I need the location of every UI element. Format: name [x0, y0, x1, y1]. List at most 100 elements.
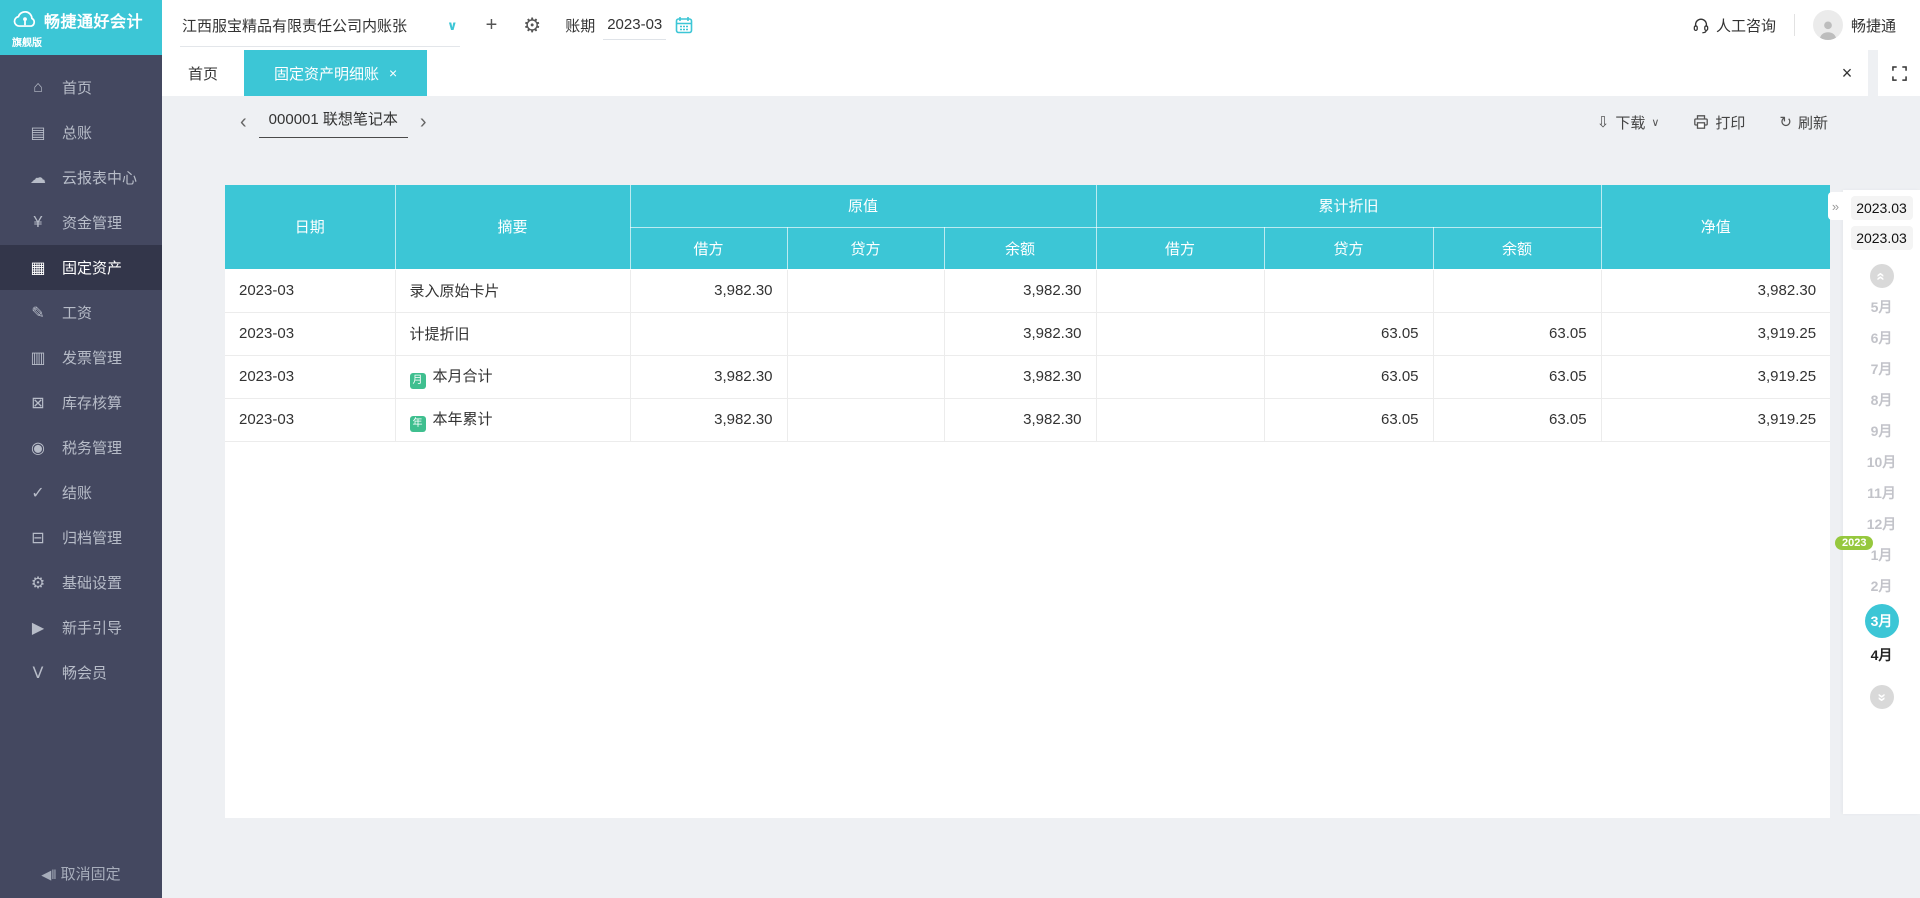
app-title: 畅捷通好会计: [44, 14, 144, 31]
period-pill: 2023.03: [1850, 196, 1913, 220]
cloud-report-icon: ☁: [30, 169, 46, 187]
cell-net: 3,982.30: [1600, 269, 1831, 313]
month-total-badge-icon: 月: [409, 372, 426, 389]
summary-text: 本年累计: [432, 410, 493, 428]
sidebar-item-general-ledger[interactable]: ▤ 总账: [0, 110, 162, 155]
person-icon: [1819, 21, 1837, 40]
next-record-icon[interactable]: ›: [419, 110, 427, 133]
sidebar-item-label: 库存核算: [62, 395, 123, 412]
fullscreen-icon: [1891, 65, 1907, 81]
scroll-down-button[interactable]: «: [1869, 685, 1894, 709]
download-icon: ⇩: [1596, 114, 1610, 131]
sidebar-item-member[interactable]: Ⅴ 畅会员: [0, 650, 162, 695]
tab-close-icon[interactable]: ×: [389, 65, 398, 81]
live-support-button[interactable]: 人工咨询: [1692, 15, 1776, 36]
download-label: 下载: [1615, 114, 1646, 132]
cell-ad-debit: [1095, 398, 1265, 442]
refresh-label: 刷新: [1797, 114, 1828, 132]
sidebar-item-closing[interactable]: ✓ 结账: [0, 470, 162, 515]
app-edition: 旗舰版: [12, 38, 42, 49]
month-item-3-selected[interactable]: 3月: [1864, 604, 1899, 638]
play-video-icon: ▶: [31, 619, 45, 637]
sidebar-item-label: 云报表中心: [62, 170, 138, 187]
sidebar-item-tax[interactable]: ◉ 税务管理: [0, 425, 162, 470]
sidebar-item-inventory[interactable]: ⊠ 库存核算: [0, 380, 162, 425]
salary-icon: ✎: [31, 304, 45, 322]
sidebar-item-home[interactable]: ⌂ 首页: [0, 65, 162, 110]
cell-summary: 计提折旧: [394, 312, 631, 356]
unpin-sidebar-button[interactable]: ◀‖ 取消固定: [0, 863, 162, 884]
summary-text: 本月合计: [432, 367, 493, 385]
col-group-original-value: 原值: [629, 185, 1097, 228]
cell-ad-debit: [1095, 312, 1265, 356]
user-name[interactable]: 畅捷通: [1850, 17, 1896, 35]
sidebar-item-guide[interactable]: ▶ 新手引导: [0, 605, 162, 650]
tab-label: 首页: [188, 65, 219, 83]
month-item-7[interactable]: 7月: [1870, 361, 1893, 377]
month-item-10[interactable]: 10月: [1866, 454, 1897, 470]
sidebar-item-salary[interactable]: ✎ 工资: [0, 290, 162, 335]
download-button[interactable]: ⇩ 下载 ∨: [1597, 112, 1660, 133]
refresh-icon: ↻: [1779, 114, 1792, 131]
sidebar-item-settings[interactable]: ⚙ 基础设置: [0, 560, 162, 605]
support-label: 人工咨询: [1715, 17, 1776, 35]
cell-ov-debit: [629, 312, 788, 356]
col-header-ad-debit: 借方: [1095, 227, 1265, 270]
summary-text: 录入原始卡片: [409, 283, 500, 300]
col-header-ov-balance: 余额: [943, 227, 1097, 270]
building-icon: ▦: [30, 259, 46, 277]
month-list: 5月 6月 7月 8月 9月 10月 11月 12月 2023 1月 2月 3月…: [1835, 292, 1920, 671]
tab-fixed-asset-ledger[interactable]: 固定资产明细账 ×: [244, 50, 428, 96]
home-icon: ⌂: [33, 78, 43, 96]
sidebar-item-archive[interactable]: ⊟ 归档管理: [0, 515, 162, 560]
fullscreen-button[interactable]: [1878, 50, 1920, 96]
print-button[interactable]: 打印: [1693, 112, 1745, 133]
scroll-up-button[interactable]: «: [1869, 264, 1894, 288]
cell-ov-balance: 3,982.30: [943, 398, 1097, 442]
tab-label: 固定资产明细账: [274, 65, 380, 83]
cloud-logo-icon: [13, 10, 36, 27]
month-item-9[interactable]: 9月: [1870, 423, 1893, 439]
sidebar-item-invoices[interactable]: ▥ 发票管理: [0, 335, 162, 380]
tab-home[interactable]: 首页: [162, 50, 244, 96]
company-name: 江西服宝精品有限责任公司内账张: [182, 18, 408, 35]
cell-ad-credit: 63.05: [1263, 398, 1434, 442]
prev-record-icon[interactable]: ‹: [240, 110, 247, 133]
gear-icon[interactable]: ⚙: [523, 14, 542, 37]
month-item-5[interactable]: 5月: [1870, 299, 1893, 315]
company-selector[interactable]: 江西服宝精品有限责任公司内账张 ∨: [180, 11, 460, 47]
cell-ad-debit: [1095, 269, 1265, 313]
period-value[interactable]: 2023-03: [603, 14, 667, 40]
cell-net: 3,919.25: [1600, 312, 1831, 356]
chevron-down-icon: ∨: [447, 17, 458, 33]
headset-icon: [1693, 18, 1709, 34]
sidebar-item-cloud-reports[interactable]: ☁ 云报表中心: [0, 155, 162, 200]
month-item-1[interactable]: 1月: [1870, 547, 1893, 563]
month-item-8[interactable]: 8月: [1870, 392, 1893, 408]
close-tab-button[interactable]: ×: [1826, 50, 1868, 96]
avatar[interactable]: [1812, 10, 1843, 40]
cell-ad-credit: [1263, 269, 1434, 313]
refresh-button[interactable]: ↻ 刷新: [1779, 112, 1828, 133]
summary-text: 计提折旧: [409, 326, 470, 343]
content-area: ‹ 000001 联想笔记本 › ⇩ 下载 ∨ 打印: [162, 96, 1920, 898]
month-item-11[interactable]: 11月: [1867, 485, 1896, 501]
sidebar-item-fixed-assets[interactable]: ▦ 固定资产: [0, 245, 162, 290]
month-item-12[interactable]: 12月: [1866, 516, 1897, 532]
add-account-button[interactable]: +: [485, 13, 498, 36]
ledger-panel: 日期 摘要 原值 累计折旧 净值 借方 贷方 余额 借方 贷方 余额: [225, 185, 1831, 818]
month-item-2[interactable]: 2月: [1870, 578, 1893, 594]
money-bag-icon: ¥: [33, 213, 43, 231]
table-row: 2023-03 计提折旧 3,982.30 63.05 63.05 3,919.…: [225, 312, 1831, 356]
table-row: 2023-03 年本年累计 3,982.30 3,982.30 63.05 63…: [225, 398, 1831, 442]
month-item-6[interactable]: 6月: [1870, 330, 1893, 346]
calendar-icon[interactable]: [674, 15, 694, 35]
sidebar-item-label: 发票管理: [62, 350, 123, 367]
sidebar-item-funds[interactable]: ¥ 资金管理: [0, 200, 162, 245]
month-item-4[interactable]: 4月: [1870, 647, 1893, 663]
panel-expander-icon[interactable]: »: [1828, 192, 1843, 220]
table-row: 2023-03 录入原始卡片 3,982.30 3,982.30 3,982.3…: [225, 269, 1831, 313]
year-badge: 2023: [1835, 536, 1874, 550]
cell-date: 2023-03: [225, 398, 396, 442]
record-selector[interactable]: 000001 联想笔记本: [258, 106, 408, 138]
